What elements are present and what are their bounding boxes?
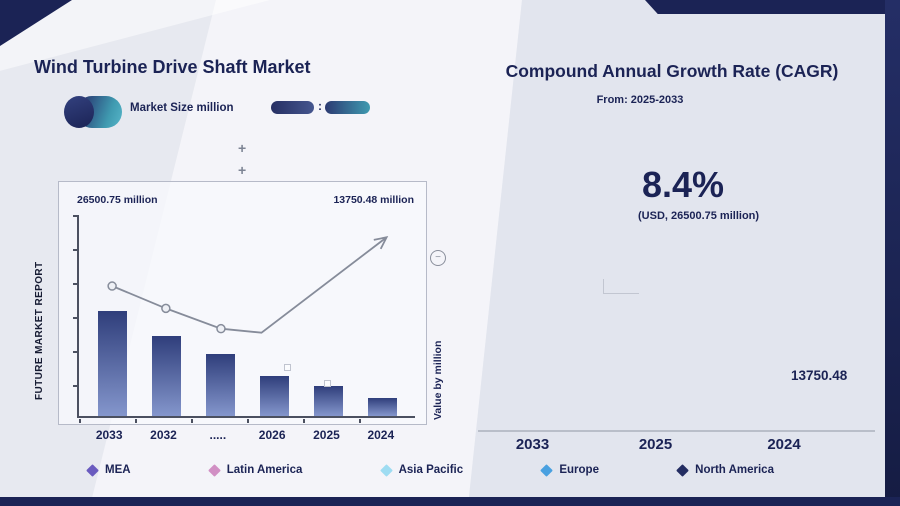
trend-arrow-svg [107, 236, 389, 334]
left-chart-xlabel: ..... [209, 428, 227, 442]
left-chart-xlabel: 2024 [367, 428, 395, 442]
right-chart-ylabel: Value by million [432, 340, 444, 420]
left-chart-bar [151, 335, 181, 416]
legend-pill-teal [325, 101, 370, 114]
left-chart-bar [97, 311, 127, 416]
diamond-icon [676, 463, 690, 477]
left-chart-bar [259, 375, 289, 416]
left-chart-xlabels: 2033 2032..... 2026 2025 2024 [76, 428, 414, 442]
left-chart-value-labels: 26500.75 million 13750.48 million [77, 194, 414, 206]
right-chart-bar-value: 13750.48 [791, 368, 848, 383]
right-chart-xlabel: 2025 [638, 436, 673, 453]
right-chart-subtitle: From: 2025-2033 [596, 94, 684, 106]
right-chart-bars [478, 158, 875, 432]
right-chart-title: Compound Annual Growth Rate (CAGR) [505, 61, 839, 81]
step-decoration [603, 279, 639, 294]
diamond-icon [86, 463, 99, 477]
frame-top-accent [645, 0, 900, 14]
left-chart-title: Wind Turbine Drive Shaft Market [34, 57, 311, 77]
legend-label: MEA [105, 464, 131, 476]
left-chart-plot [73, 215, 415, 423]
cagr-detail: (USD, 26500.75 million) [638, 210, 760, 222]
plus-icon: + [238, 140, 247, 156]
legend-item: Latin America [207, 463, 303, 477]
legend-label: North America [695, 464, 774, 476]
right-chart-xlabels: 2033 2025 2024 [478, 436, 875, 456]
minus-circle-icon: − [430, 250, 446, 266]
ghost-marker-icon [324, 379, 332, 387]
legend-item: Asia Pacific [379, 463, 464, 477]
ghost-marker-icon [283, 363, 291, 371]
legend-item: North America [676, 463, 774, 477]
frame-bottom-accent [0, 497, 900, 506]
right-chart-xlabel: 2033 [515, 436, 550, 453]
cylinder-face [64, 96, 94, 128]
left-chart: 26500.75 million 13750.48 million [58, 181, 427, 425]
legend-item: MEA [86, 463, 131, 477]
legend-item: Europe [540, 463, 599, 477]
pill-separator: : [318, 99, 322, 113]
legend-label: Europe [559, 464, 599, 476]
left-chart-xlabel: 2032 [150, 428, 177, 442]
left-chart-xlabel: 2026 [258, 428, 286, 442]
diamond-icon [207, 463, 221, 477]
cagr-value: 8.4% [642, 164, 725, 205]
frame-right-accent [885, 0, 900, 506]
left-chart-xlabel: 2033 [95, 428, 123, 442]
legend-label: Asia Pacific [398, 464, 464, 476]
left-chart-ylabel: FUTURE MARKET REPORT [34, 261, 45, 401]
diamond-icon [540, 463, 554, 477]
diamond-icon [379, 463, 393, 477]
left-chart-bar [367, 397, 397, 416]
plus-icon: + [238, 162, 247, 178]
left-chart-max-value: 26500.75 million [77, 194, 158, 206]
left-chart-xlabel: 2025 [313, 428, 340, 442]
legend-label: Latin America [226, 464, 303, 476]
left-chart-end-value: 13750.48 million [333, 194, 414, 206]
left-chart-bars [79, 215, 415, 416]
minus-glyph: − [435, 252, 441, 263]
left-chart-bar [313, 385, 343, 416]
left-chart-bar [205, 353, 235, 416]
footer-legend: MEA Latin America Asia Pacific Europe North … [86, 463, 774, 477]
legend-pill-navy [271, 101, 314, 114]
market-size-legend-label: Market Size million [130, 102, 234, 114]
right-chart-xlabel: 2024 [767, 436, 801, 453]
cylinder-icon [64, 93, 122, 131]
